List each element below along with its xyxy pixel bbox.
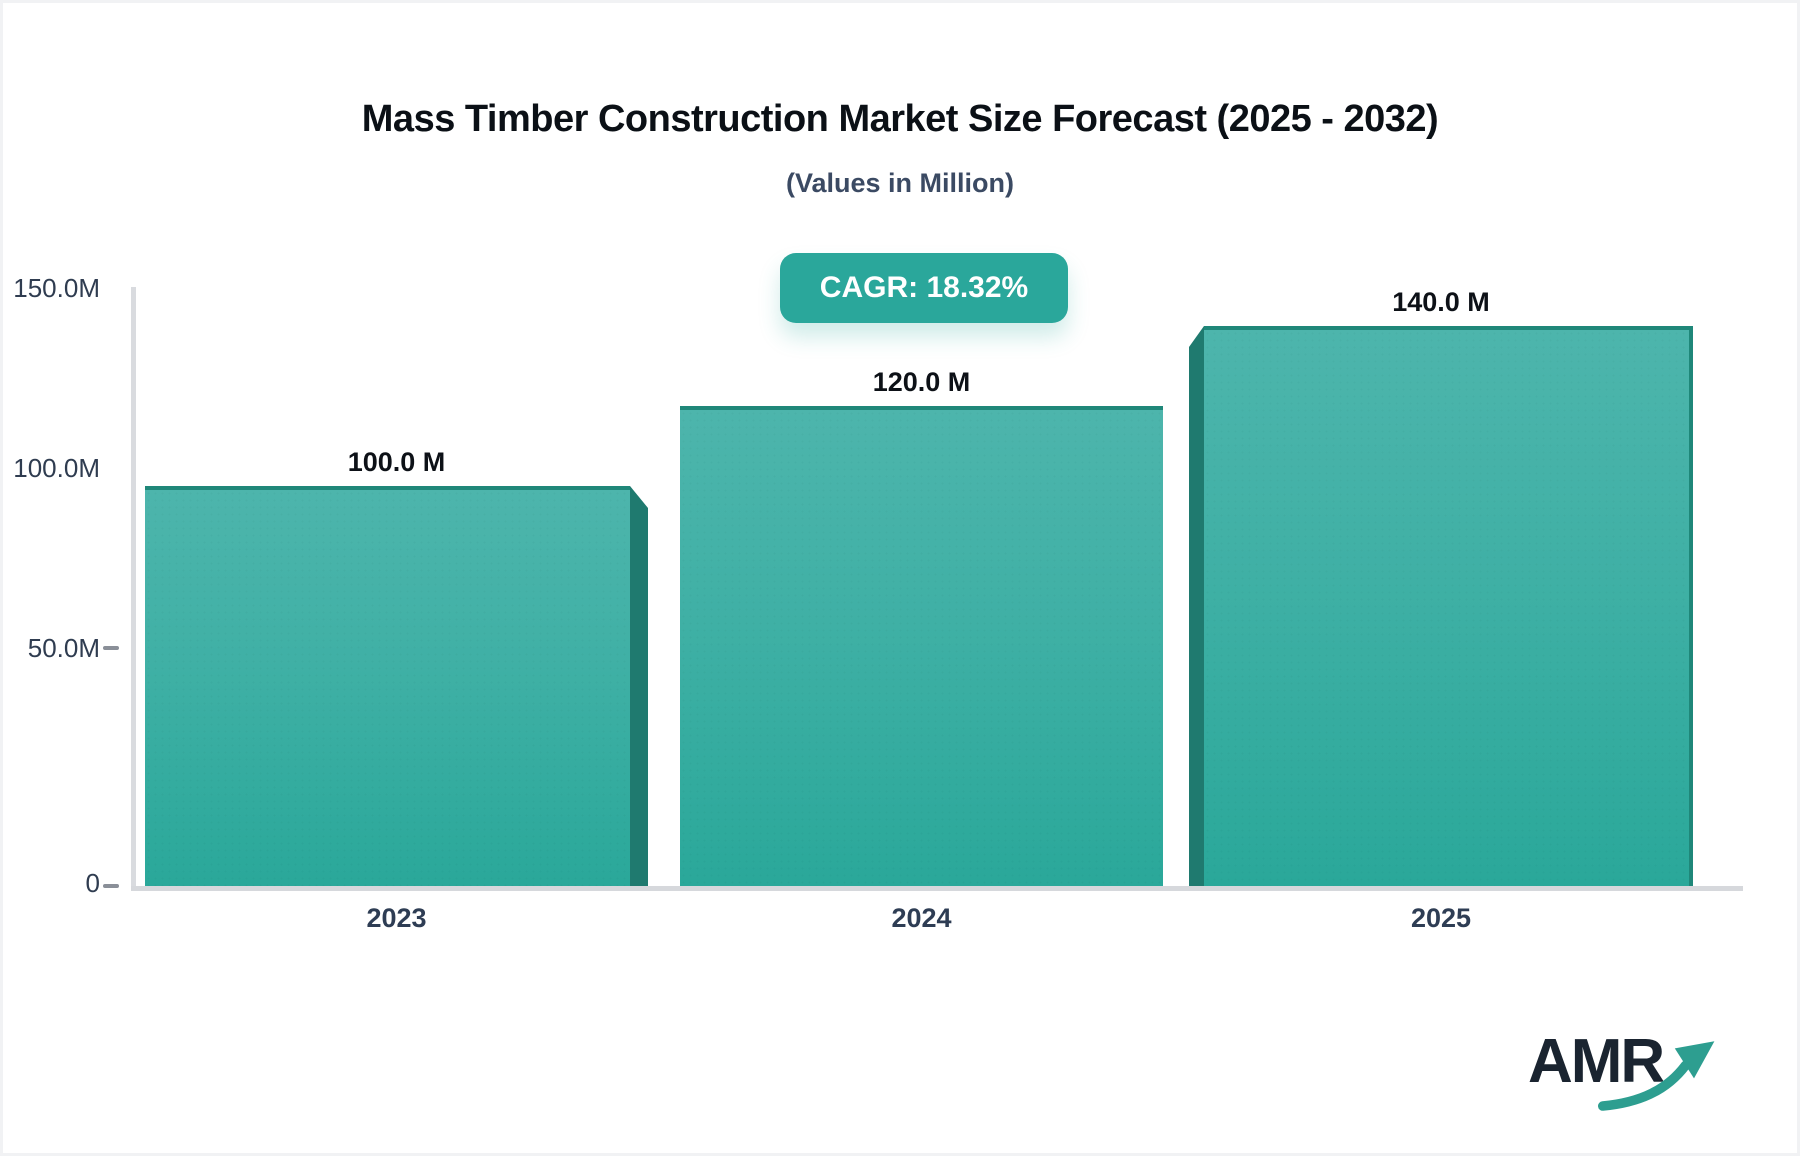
growth-arrow-icon [1598, 1041, 1715, 1111]
cagr-badge: CAGR: 18.32% [780, 253, 1068, 323]
bar-2025-3d-side [1189, 326, 1204, 886]
amr-logo: AMR [1528, 1026, 1728, 1116]
x-tick-label-2023: 2023 [366, 903, 427, 933]
chart-subtitle: (Values in Million) [785, 168, 1015, 198]
y-tick-dash [103, 646, 119, 650]
x-axis-line [131, 886, 1743, 891]
bar-value-label: 100.0 M [347, 447, 446, 477]
amr-logo-text: AMR [1528, 1027, 1665, 1096]
y-tick-label: 50.0M [27, 633, 100, 663]
bar-value-label: 120.0 M [872, 367, 971, 397]
y-tick-dash [103, 884, 119, 888]
y-tick-label: 100.0M [13, 453, 100, 483]
bar-2025 [1204, 326, 1693, 886]
bar-value-label: 140.0 M [1392, 287, 1490, 317]
x-tick-label-2024: 2024 [891, 903, 952, 933]
bar-2023-3d-side [630, 486, 648, 886]
y-tick-label: 0 [85, 868, 100, 898]
bar-2024 [680, 406, 1163, 886]
chart-title: Mass Timber Construction Market Size For… [361, 98, 1439, 140]
y-tick-label: 150.0M [13, 273, 100, 303]
y-axis-line [131, 287, 136, 888]
bar-plot-area: 100.0 M 120.0 M 140.0 M [145, 287, 1693, 886]
x-tick-label-2025: 2025 [1410, 903, 1472, 933]
bar-2023 [145, 486, 630, 886]
